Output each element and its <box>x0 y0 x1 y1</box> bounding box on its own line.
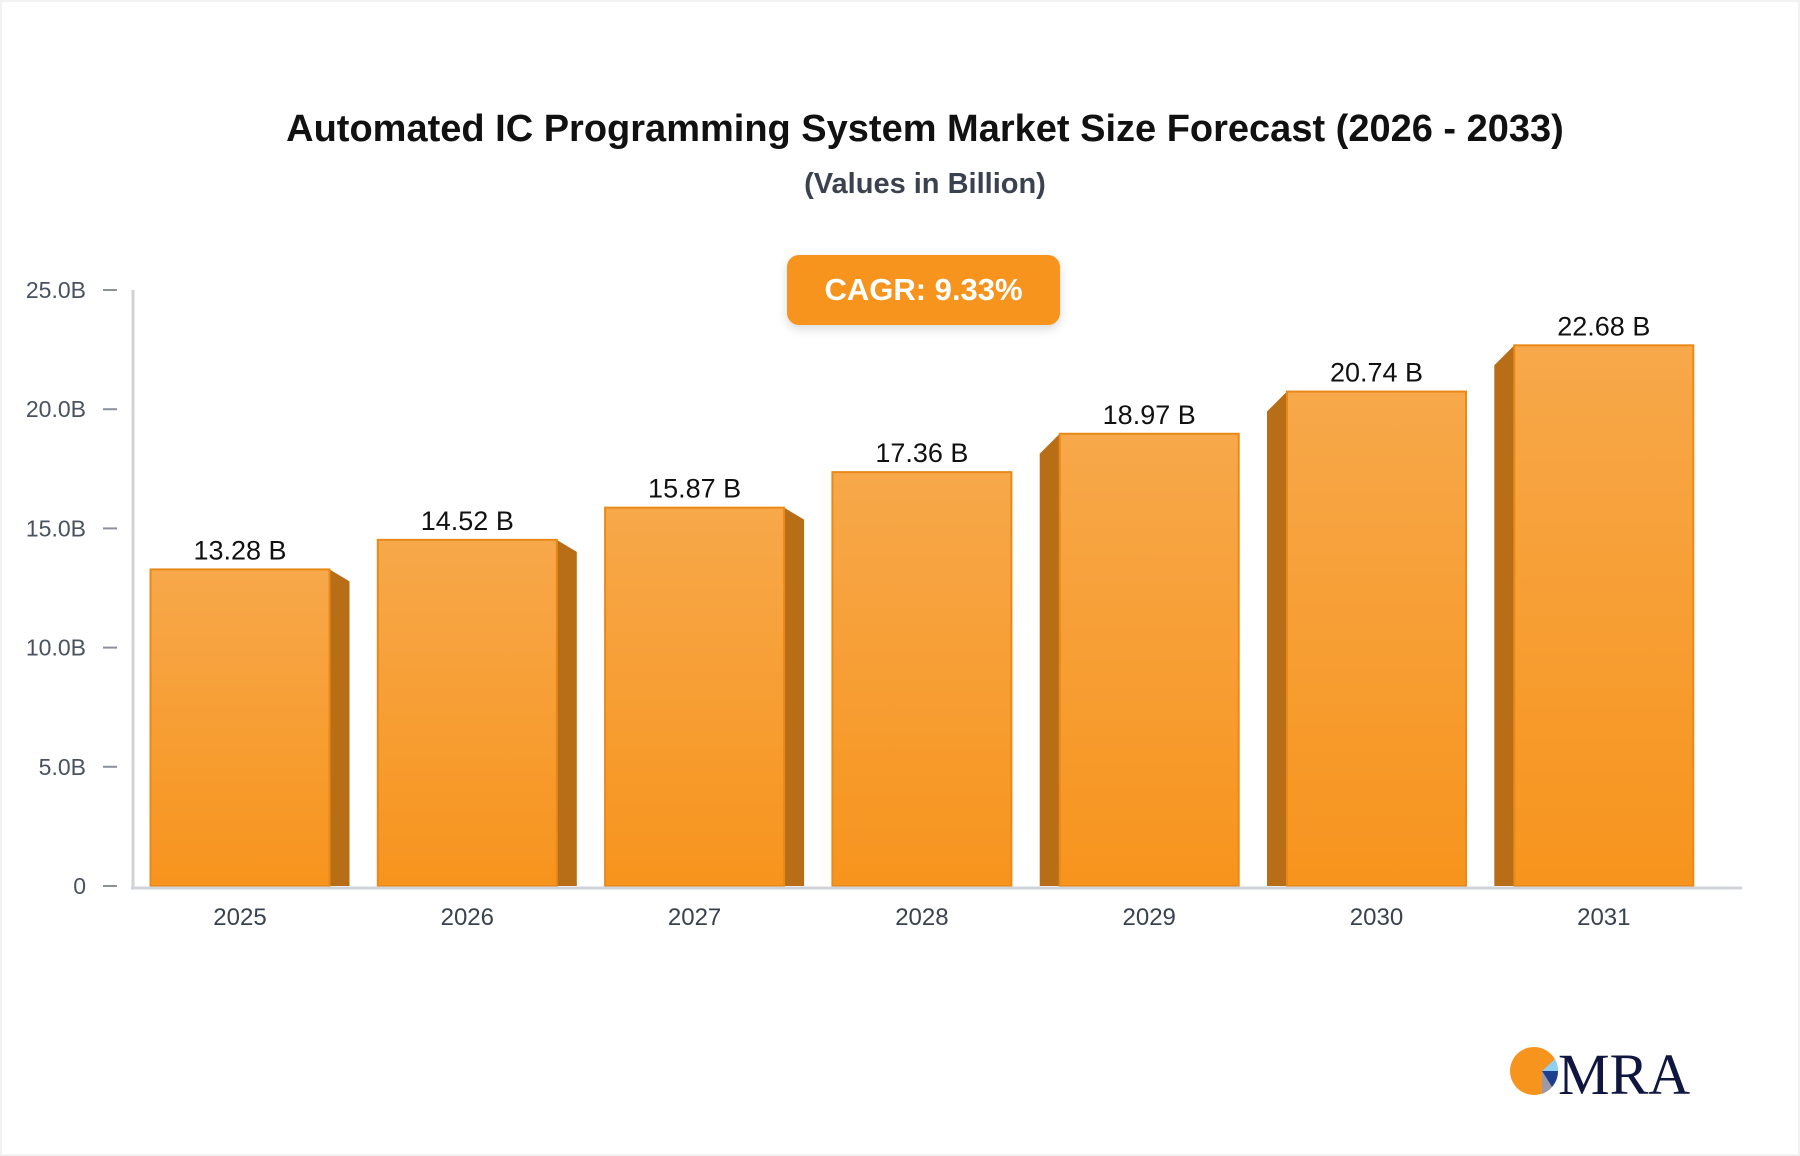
bar-side <box>784 507 805 886</box>
data-label: 22.68 B <box>1557 311 1650 341</box>
bar-front <box>376 538 558 887</box>
cagr-badge: CAGR: 9.33% <box>787 255 1060 325</box>
bar-front <box>831 471 1013 887</box>
data-label: 18.97 B <box>1103 400 1196 430</box>
bar-side <box>1494 345 1515 886</box>
x-tick-label: 2028 <box>895 904 948 931</box>
chart-subtitle: (Values in Billion) <box>804 168 1046 200</box>
y-tick-label: 10.0B <box>26 635 86 661</box>
bar-side <box>1267 391 1287 886</box>
x-tick-label: 2027 <box>668 904 721 931</box>
chart-title: Automated IC Programming System Market S… <box>286 108 1564 150</box>
bar-2028: 17.36 B <box>831 438 1013 887</box>
bar-front <box>1513 344 1695 888</box>
bar-2026: 14.52 B <box>376 506 577 887</box>
y-tick-label: 15.0B <box>26 515 86 541</box>
x-tick-label: 2026 <box>441 904 494 931</box>
bar-2025: 13.28 B <box>149 535 350 887</box>
bar-2027: 15.87 B <box>604 474 805 887</box>
mra-logo: MRA <box>1510 1042 1690 1105</box>
bar-2029: 18.97 B <box>1039 400 1240 887</box>
data-label: 15.87 B <box>648 474 741 504</box>
y-tick-label: 0 <box>73 873 86 899</box>
bar-side <box>556 539 577 886</box>
bar-side <box>329 569 350 886</box>
pie-logo-icon <box>1510 1047 1559 1095</box>
x-tick-label: 2029 <box>1123 904 1176 931</box>
data-label: 20.74 B <box>1330 358 1423 388</box>
data-label: 14.52 B <box>421 506 514 536</box>
bar-side <box>1039 433 1060 886</box>
x-tick-label: 2025 <box>213 904 266 931</box>
y-tick-label: 5.0B <box>39 754 86 780</box>
data-label: 17.36 B <box>875 438 968 468</box>
bar-2030: 20.74 B <box>1267 358 1467 887</box>
y-tick-label: 25.0B <box>26 277 86 303</box>
bar-front <box>149 568 331 887</box>
x-tick-label: 2031 <box>1577 904 1630 931</box>
data-label: 13.28 B <box>193 535 286 565</box>
y-tick-label: 20.0B <box>26 396 86 422</box>
bar-front <box>604 506 786 887</box>
x-tick-label: 2030 <box>1350 904 1403 931</box>
bar-2031: 22.68 B <box>1494 311 1695 888</box>
bar-front <box>1286 390 1467 887</box>
logo-text: MRA <box>1558 1042 1690 1105</box>
bar-front <box>1058 432 1240 887</box>
